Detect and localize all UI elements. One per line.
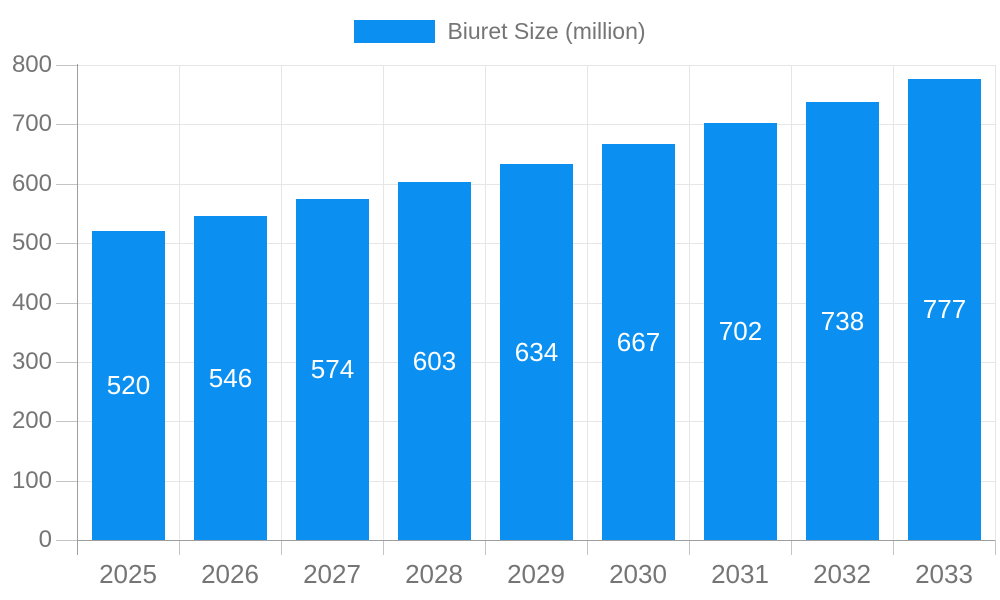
x-axis-tick-label: 2031 (711, 559, 769, 589)
y-gridline (77, 65, 995, 66)
x-axis-tick-label: 2032 (813, 559, 871, 589)
x-tick (791, 540, 792, 555)
y-axis-tick-label: 300 (11, 348, 52, 375)
y-axis-tick-label: 200 (11, 407, 52, 434)
bar-2027: 574 (296, 199, 369, 540)
x-axis-tick-label: 2029 (507, 559, 565, 589)
y-axis-tick-label: 600 (11, 170, 52, 197)
bar-value-label: 603 (412, 345, 457, 376)
y-axis-tick-label: 500 (11, 229, 52, 256)
bar-2029: 634 (500, 164, 573, 540)
x-gridline (587, 65, 588, 540)
x-axis-tick-label: 2033 (915, 559, 973, 589)
bar-value-label: 667 (616, 326, 661, 357)
bar-value-label: 634 (514, 336, 559, 367)
x-axis-tick-label: 2030 (609, 559, 667, 589)
x-axis-line (77, 540, 995, 541)
y-axis-tick-label: 700 (11, 110, 52, 137)
legend-item-biuret-size[interactable]: Biuret Size (million) (354, 18, 646, 45)
bar-value-label: 574 (310, 354, 355, 384)
y-axis-tick-label: 0 (38, 526, 52, 553)
x-tick (281, 540, 282, 555)
x-tick (995, 540, 996, 555)
x-axis-tick-label: 2026 (201, 559, 259, 589)
x-axis-tick-label: 2025 (99, 559, 157, 589)
chart-legend: Biuret Size (million) (0, 18, 1000, 45)
x-gridline (689, 65, 690, 540)
bar-2030: 667 (602, 144, 675, 540)
y-tick (56, 481, 77, 482)
x-tick (179, 540, 180, 555)
y-tick (56, 421, 77, 422)
y-tick (56, 65, 77, 66)
bar-2026: 546 (194, 216, 267, 540)
y-tick (56, 243, 77, 244)
bar-value-label: 546 (208, 362, 253, 393)
x-gridline (383, 65, 384, 540)
bar-2033: 777 (908, 79, 981, 540)
bar-2025: 520 (92, 231, 165, 540)
y-axis-tick-label: 100 (11, 467, 52, 494)
x-tick (893, 540, 894, 555)
bar-value-label: 520 (106, 370, 151, 400)
legend-swatch-icon (354, 20, 436, 43)
y-tick (56, 303, 77, 304)
y-tick (56, 124, 77, 125)
y-tick (56, 184, 77, 185)
y-axis-tick-label: 800 (11, 51, 52, 78)
bar-2028: 603 (398, 182, 471, 540)
x-gridline (791, 65, 792, 540)
y-tick (56, 540, 77, 541)
x-axis-tick-label: 2028 (405, 559, 463, 589)
x-gridline (179, 65, 180, 540)
y-axis-line (77, 64, 78, 555)
x-tick (485, 540, 486, 555)
bar-value-label: 702 (718, 316, 763, 346)
x-axis-tick-label: 2027 (303, 559, 361, 589)
x-tick (587, 540, 588, 555)
bar-2032: 738 (806, 102, 879, 540)
bar-value-label: 738 (820, 305, 865, 336)
x-gridline (485, 65, 486, 540)
y-gridline (77, 124, 995, 125)
x-gridline (893, 65, 894, 540)
x-gridline (995, 65, 996, 540)
x-tick (689, 540, 690, 555)
legend-label: Biuret Size (million) (447, 18, 646, 44)
bar-2031: 702 (704, 123, 777, 540)
bar-value-label: 777 (922, 294, 967, 324)
y-axis-tick-label: 400 (11, 289, 52, 316)
x-gridline (281, 65, 282, 540)
y-tick (56, 362, 77, 363)
x-tick (383, 540, 384, 555)
